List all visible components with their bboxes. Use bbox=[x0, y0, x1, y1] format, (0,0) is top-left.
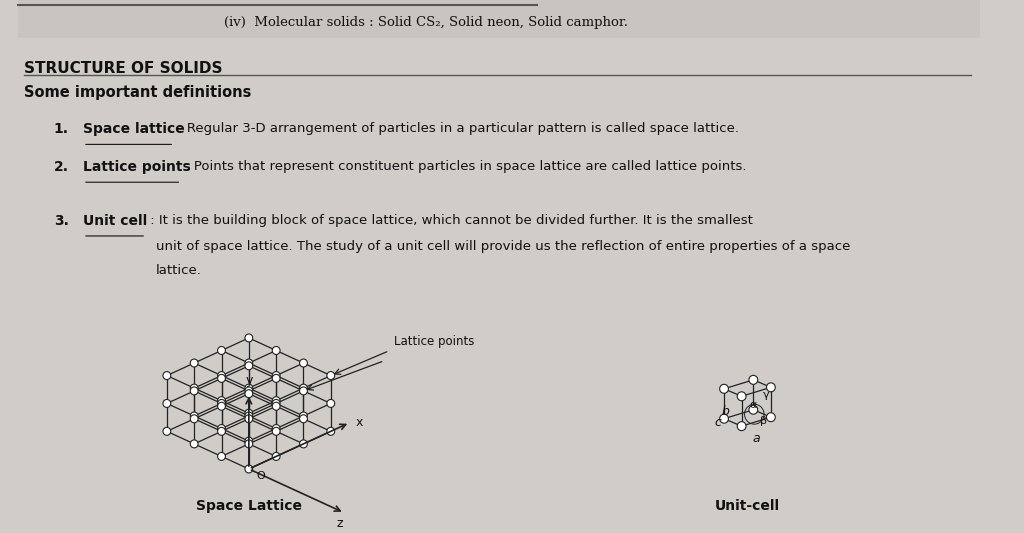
Text: 2.: 2. bbox=[53, 160, 69, 174]
Circle shape bbox=[190, 359, 198, 367]
Circle shape bbox=[272, 402, 280, 410]
Circle shape bbox=[245, 437, 253, 445]
Circle shape bbox=[327, 372, 335, 379]
Circle shape bbox=[245, 387, 253, 395]
Text: y: y bbox=[245, 374, 253, 387]
Circle shape bbox=[190, 440, 198, 448]
Text: 1.: 1. bbox=[53, 123, 69, 136]
Text: z: z bbox=[337, 517, 343, 530]
Text: : Points that represent constituent particles in space lattice are called lattic: : Points that represent constituent part… bbox=[181, 160, 746, 173]
Circle shape bbox=[190, 384, 198, 392]
Circle shape bbox=[218, 374, 225, 382]
Text: Lattice points: Lattice points bbox=[394, 335, 474, 348]
Circle shape bbox=[300, 387, 307, 395]
Circle shape bbox=[245, 384, 253, 392]
Circle shape bbox=[218, 397, 225, 405]
Circle shape bbox=[218, 399, 225, 407]
Circle shape bbox=[300, 440, 307, 448]
Circle shape bbox=[272, 397, 280, 405]
Circle shape bbox=[300, 415, 307, 423]
Circle shape bbox=[749, 405, 758, 414]
Circle shape bbox=[767, 413, 775, 422]
Text: c: c bbox=[715, 416, 721, 429]
Circle shape bbox=[245, 334, 253, 342]
Circle shape bbox=[190, 387, 198, 395]
Text: β: β bbox=[760, 416, 767, 426]
Circle shape bbox=[720, 414, 728, 423]
Circle shape bbox=[272, 453, 280, 461]
Circle shape bbox=[737, 422, 746, 431]
Circle shape bbox=[163, 372, 171, 379]
Circle shape bbox=[245, 415, 253, 423]
Text: O: O bbox=[257, 471, 265, 481]
Text: lattice.: lattice. bbox=[156, 264, 202, 277]
Circle shape bbox=[272, 346, 280, 354]
Circle shape bbox=[737, 392, 746, 401]
Text: Space lattice: Space lattice bbox=[83, 123, 184, 136]
Circle shape bbox=[300, 384, 307, 392]
Circle shape bbox=[720, 384, 728, 393]
Text: : Regular 3-D arrangement of particles in a particular pattern is called space l: : Regular 3-D arrangement of particles i… bbox=[174, 123, 739, 135]
Circle shape bbox=[245, 359, 253, 367]
Circle shape bbox=[218, 372, 225, 379]
Text: Unit-cell: Unit-cell bbox=[715, 499, 780, 513]
Circle shape bbox=[245, 440, 253, 448]
Text: Unit cell: Unit cell bbox=[83, 214, 147, 228]
Circle shape bbox=[245, 390, 253, 398]
Text: STRUCTURE OF SOLIDS: STRUCTURE OF SOLIDS bbox=[25, 61, 223, 76]
Circle shape bbox=[300, 359, 307, 367]
Text: Some important definitions: Some important definitions bbox=[25, 85, 252, 100]
Circle shape bbox=[272, 374, 280, 382]
Circle shape bbox=[245, 465, 253, 473]
Circle shape bbox=[300, 412, 307, 420]
Circle shape bbox=[190, 415, 198, 423]
Text: x: x bbox=[355, 416, 364, 429]
Text: 3.: 3. bbox=[53, 214, 69, 228]
Text: Space Lattice: Space Lattice bbox=[196, 499, 302, 513]
Text: (iv)  Molecular solids : Solid CS₂, Solid neon, Solid camphor.: (iv) Molecular solids : Solid CS₂, Solid… bbox=[224, 17, 629, 29]
Text: b: b bbox=[721, 405, 729, 418]
Circle shape bbox=[245, 362, 253, 370]
FancyBboxPatch shape bbox=[17, 0, 980, 38]
Circle shape bbox=[272, 372, 280, 379]
Circle shape bbox=[272, 427, 280, 435]
Circle shape bbox=[218, 402, 225, 410]
Circle shape bbox=[327, 427, 335, 435]
Circle shape bbox=[272, 399, 280, 407]
Circle shape bbox=[245, 412, 253, 420]
Circle shape bbox=[163, 399, 171, 407]
Circle shape bbox=[218, 346, 225, 354]
Circle shape bbox=[749, 375, 758, 384]
Circle shape bbox=[218, 427, 225, 435]
Circle shape bbox=[163, 427, 171, 435]
Text: Lattice points: Lattice points bbox=[83, 160, 190, 174]
Text: α: α bbox=[750, 400, 757, 410]
Circle shape bbox=[767, 383, 775, 392]
Text: γ: γ bbox=[763, 390, 769, 400]
Circle shape bbox=[190, 412, 198, 420]
Text: : It is the building block of space lattice, which cannot be divided further. It: : It is the building block of space latt… bbox=[146, 214, 753, 227]
Circle shape bbox=[272, 425, 280, 432]
Circle shape bbox=[218, 453, 225, 461]
Circle shape bbox=[218, 425, 225, 432]
Circle shape bbox=[245, 409, 253, 417]
Text: unit of space lattice. The study of a unit cell will provide us the reflection o: unit of space lattice. The study of a un… bbox=[156, 240, 851, 253]
Circle shape bbox=[327, 399, 335, 407]
Text: a: a bbox=[753, 432, 760, 445]
